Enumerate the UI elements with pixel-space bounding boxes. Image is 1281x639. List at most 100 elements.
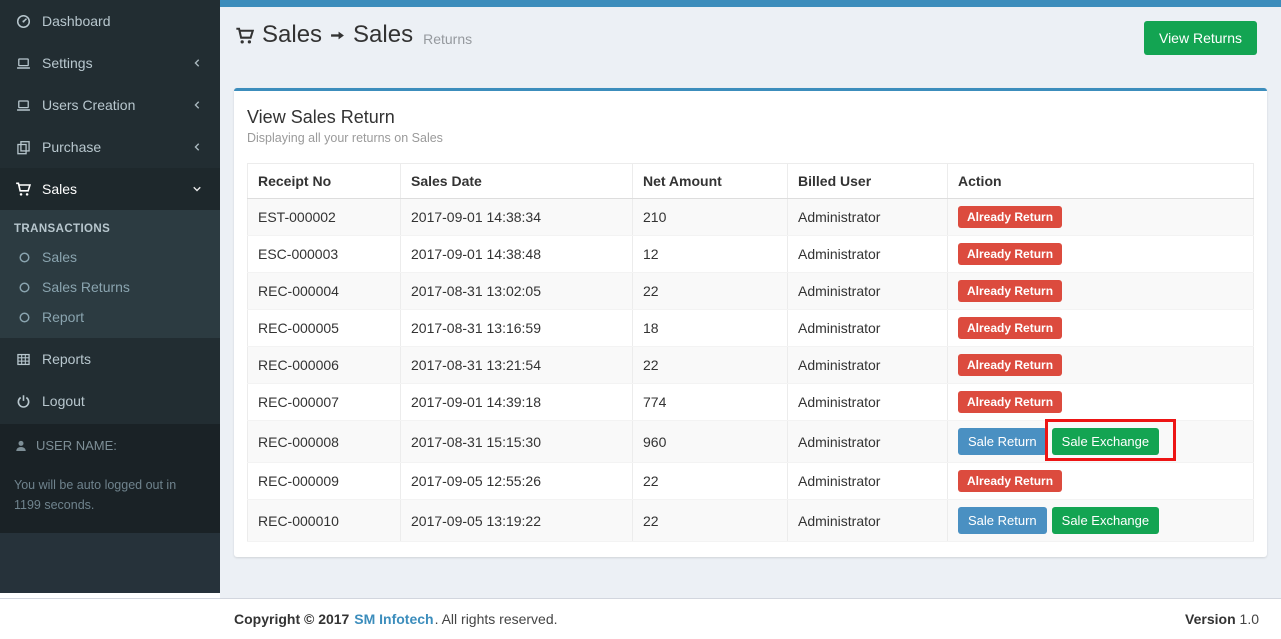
chevron-left-icon <box>188 141 206 153</box>
cell-receipt-no: REC-000007 <box>247 383 401 421</box>
already-return-badge: Already Return <box>958 391 1063 413</box>
cell-net-amount: 960 <box>632 420 788 463</box>
already-return-badge: Already Return <box>958 317 1063 339</box>
cell-sales-date: 2017-09-01 14:39:18 <box>400 383 633 421</box>
table-row: REC-000005 2017-08-31 13:16:59 18 Administr… <box>247 309 1254 347</box>
cell-billed-user: Administrator <box>787 198 948 236</box>
breadcrumb-primary: Sales <box>262 21 323 48</box>
copy-icon <box>14 140 32 155</box>
view-returns-button[interactable]: View Returns <box>1143 21 1257 55</box>
arrow-right-icon <box>330 28 345 43</box>
sale-exchange-button[interactable]: Sale Exchange <box>1051 507 1160 534</box>
sidebar-item-label: Reports <box>42 351 92 367</box>
highlighted-action: Sale Exchange <box>1044 419 1177 461</box>
sidebar-subitem-sales[interactable]: Sales <box>0 242 220 272</box>
user-block: USER NAME: You will be auto logged out i… <box>0 424 220 533</box>
copyright-rest: . All rights reserved. <box>434 611 558 627</box>
sales-returns-table: Receipt No Sales Date Net Amount Billed Use… <box>247 163 1254 542</box>
cell-receipt-no: REC-000005 <box>247 309 401 347</box>
cell-receipt-no: EST-000002 <box>247 198 401 236</box>
cell-action: Already Return <box>947 346 1254 384</box>
sidebar-item-settings[interactable]: Settings <box>0 42 220 84</box>
cart-icon <box>14 181 32 197</box>
card-subtitle: Displaying all your returns on Sales <box>247 131 443 145</box>
table-row: REC-000007 2017-09-01 14:39:18 774 Administ… <box>247 383 1254 421</box>
cell-sales-date: 2017-09-01 14:38:34 <box>400 198 633 236</box>
cell-net-amount: 22 <box>632 346 788 384</box>
cell-receipt-no: REC-000008 <box>247 420 401 463</box>
sidebar-item-purchase[interactable]: Purchase <box>0 126 220 168</box>
sidebar-subitem-label: Sales <box>42 249 78 265</box>
sidebar-subitem-report[interactable]: Report <box>0 302 220 332</box>
user-name-row: USER NAME: <box>14 438 206 453</box>
cell-action: Already Return <box>947 235 1254 273</box>
column-header-billed-user: Billed User <box>787 163 948 199</box>
column-header-receipt-no: Receipt No <box>247 163 401 199</box>
already-return-badge: Already Return <box>958 243 1063 265</box>
sidebar-item-sales[interactable]: Sales <box>0 168 220 210</box>
sidebar: Dashboard Settings Users Creation Purchase S… <box>0 0 220 593</box>
copyright-bold: Copyright © 2017 <box>234 611 350 627</box>
column-header-sales-date: Sales Date <box>400 163 633 199</box>
user-name-label: USER NAME: <box>36 438 117 453</box>
cell-net-amount: 22 <box>632 272 788 310</box>
sidebar-item-reports[interactable]: Reports <box>0 338 220 380</box>
cell-action: Sale Return Sale Exchange <box>947 419 1254 463</box>
laptop-icon <box>14 98 32 113</box>
cell-net-amount: 22 <box>632 499 788 542</box>
footer: Copyright © 2017 SM Infotech. All rights… <box>0 598 1281 639</box>
submenu-header-transactions: TRANSACTIONS <box>14 223 111 235</box>
table-row: ESC-000003 2017-09-01 14:38:48 12 Administr… <box>247 235 1254 273</box>
top-accent-bar <box>220 0 1281 7</box>
already-return-badge: Already Return <box>958 470 1063 492</box>
already-return-badge: Already Return <box>958 280 1063 302</box>
cell-net-amount: 210 <box>632 198 788 236</box>
dashboard-icon <box>14 14 32 29</box>
table-row: REC-000004 2017-08-31 13:02:05 22 Administr… <box>247 272 1254 310</box>
sales-return-card: View Sales Return Displaying all your re… <box>234 88 1267 557</box>
chevron-down-icon <box>188 183 206 195</box>
cell-net-amount: 18 <box>632 309 788 347</box>
card-title: View Sales Return <box>247 107 395 127</box>
circle-icon <box>16 251 32 264</box>
cell-receipt-no: REC-000006 <box>247 346 401 384</box>
cell-billed-user: Administrator <box>787 383 948 421</box>
cell-receipt-no: REC-000009 <box>247 462 401 500</box>
sale-exchange-button[interactable]: Sale Exchange <box>1051 428 1160 455</box>
cell-sales-date: 2017-08-31 13:21:54 <box>400 346 633 384</box>
cell-billed-user: Administrator <box>787 272 948 310</box>
sidebar-item-logout[interactable]: Logout <box>0 380 220 422</box>
cell-action: Already Return <box>947 383 1254 421</box>
cell-billed-user: Administrator <box>787 346 948 384</box>
table-row: REC-000010 2017-09-05 13:19:22 22 Administr… <box>247 499 1254 542</box>
column-header-action: Action <box>947 163 1254 199</box>
sale-return-button[interactable]: Sale Return <box>958 507 1047 534</box>
sidebar-item-label: Settings <box>42 55 93 71</box>
cell-billed-user: Administrator <box>787 462 948 500</box>
cell-billed-user: Administrator <box>787 235 948 273</box>
table-row: REC-000006 2017-08-31 13:21:54 22 Administr… <box>247 346 1254 384</box>
cell-receipt-no: REC-000010 <box>247 499 401 542</box>
sidebar-subitem-sales-returns[interactable]: Sales Returns <box>0 272 220 302</box>
version-text: Version 1.0 <box>1185 611 1259 627</box>
sidebar-item-users-creation[interactable]: Users Creation <box>0 84 220 126</box>
sidebar-subitem-label: Sales Returns <box>42 279 130 295</box>
cell-net-amount: 22 <box>632 462 788 500</box>
sidebar-item-dashboard[interactable]: Dashboard <box>0 0 220 42</box>
sidebar-item-label: Purchase <box>42 139 102 155</box>
sidebar-item-label: Logout <box>42 393 85 409</box>
circle-icon <box>16 311 32 324</box>
cell-sales-date: 2017-09-05 12:55:26 <box>400 462 633 500</box>
sidebar-item-label: Sales <box>42 181 78 197</box>
company-link[interactable]: SM Infotech <box>354 611 434 627</box>
circle-icon <box>16 281 32 294</box>
table-row: EST-000002 2017-09-01 14:38:34 210 Administ… <box>247 198 1254 236</box>
cell-receipt-no: ESC-000003 <box>247 235 401 273</box>
column-header-net-amount: Net Amount <box>632 163 788 199</box>
sale-return-button[interactable]: Sale Return <box>958 428 1047 455</box>
breadcrumb-small: Returns <box>423 31 473 47</box>
sidebar-item-label: Dashboard <box>42 13 111 29</box>
cell-action: Already Return <box>947 272 1254 310</box>
cell-action: Already Return <box>947 309 1254 347</box>
version-label: Version <box>1185 611 1236 627</box>
